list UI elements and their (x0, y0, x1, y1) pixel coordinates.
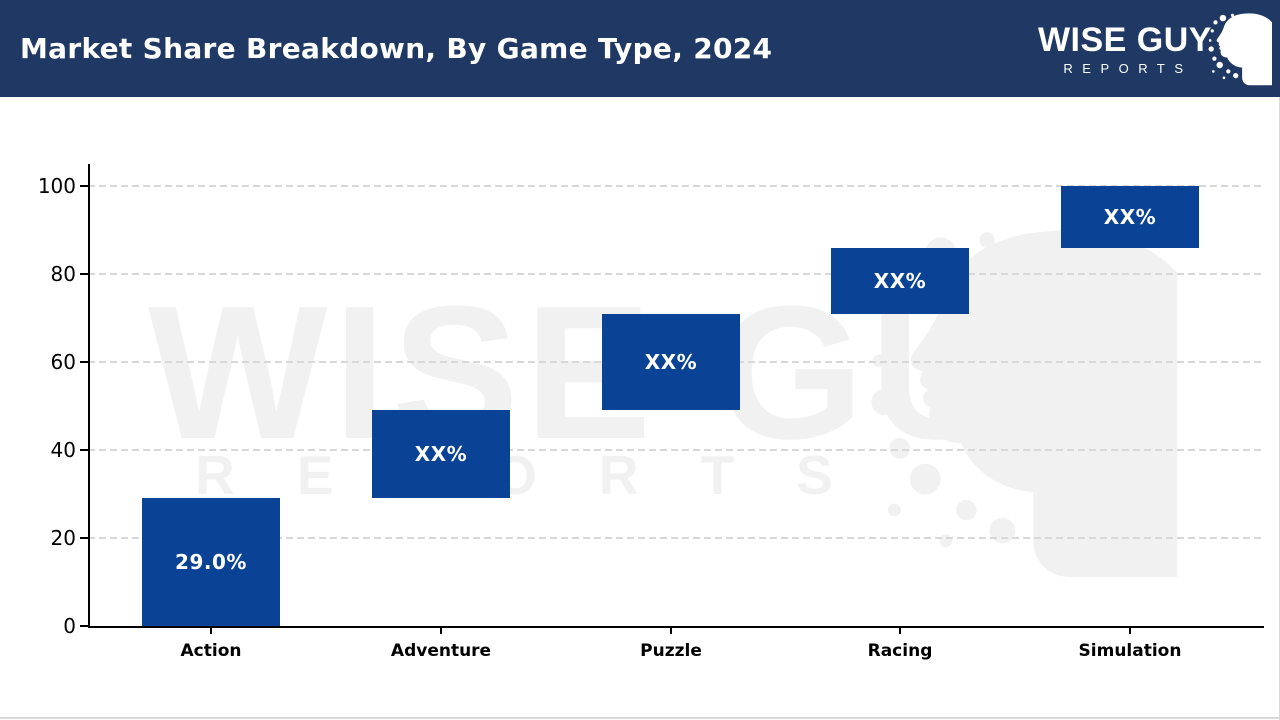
x-tick-mark (1129, 628, 1131, 634)
x-axis-label-racing: Racing (867, 641, 933, 661)
bar-value-label: XX% (873, 268, 927, 293)
bar-value-label: XX% (644, 349, 698, 374)
x-axis-label-adventure: Adventure (390, 641, 492, 661)
bar-value-label: XX% (414, 442, 468, 467)
x-tick-mark (670, 628, 672, 634)
watermark-text-line2: REPORTS (195, 444, 895, 506)
logo-text: WISE GUY REPORTS (1038, 23, 1212, 76)
x-axis-line (88, 626, 1264, 628)
x-tick-mark (899, 628, 901, 634)
y-tick-label: 60 (50, 350, 76, 374)
y-tick-mark (80, 273, 88, 275)
header-bar: Market Share Breakdown, By Game Type, 20… (0, 0, 1280, 97)
bar-adventure: XX% (372, 410, 510, 499)
bar-action: 29.0% (142, 498, 280, 626)
bar-puzzle: XX% (602, 313, 740, 411)
gridline-80 (88, 273, 1264, 275)
y-tick-label: 20 (50, 526, 76, 550)
x-axis-label-puzzle: Puzzle (640, 641, 702, 661)
page-border-bottom (0, 717, 1280, 719)
x-axis-label-simulation: Simulation (1078, 641, 1182, 661)
y-tick-label: 40 (50, 438, 76, 462)
y-tick-mark (80, 537, 88, 539)
y-tick-mark (80, 361, 88, 363)
x-tick-mark (210, 628, 212, 634)
x-tick-mark (440, 628, 442, 634)
y-tick-label: 80 (50, 262, 76, 286)
gridline-40 (88, 449, 1264, 451)
bar-racing: XX% (831, 247, 969, 314)
logo-brand-subtitle: REPORTS (1063, 60, 1193, 76)
y-axis-line (88, 164, 90, 628)
page-title: Market Share Breakdown, By Game Type, 20… (20, 32, 773, 65)
bar-value-label: 29.0% (175, 550, 247, 575)
y-tick-label: 100 (37, 174, 76, 198)
y-tick-mark (80, 185, 88, 187)
logo-face-icon (1208, 8, 1272, 90)
wiseguy-logo: WISE GUY REPORTS (1038, 4, 1272, 94)
x-axis-label-action: Action (180, 641, 242, 661)
bar-value-label: XX% (1103, 204, 1157, 229)
logo-brand-name: WISE GUY (1037, 20, 1212, 59)
y-tick-label: 0 (63, 614, 76, 638)
y-tick-mark (80, 625, 88, 627)
gridline-100 (88, 185, 1264, 187)
bar-simulation: XX% (1061, 186, 1199, 248)
gridline-20 (88, 537, 1264, 539)
y-tick-mark (80, 449, 88, 451)
